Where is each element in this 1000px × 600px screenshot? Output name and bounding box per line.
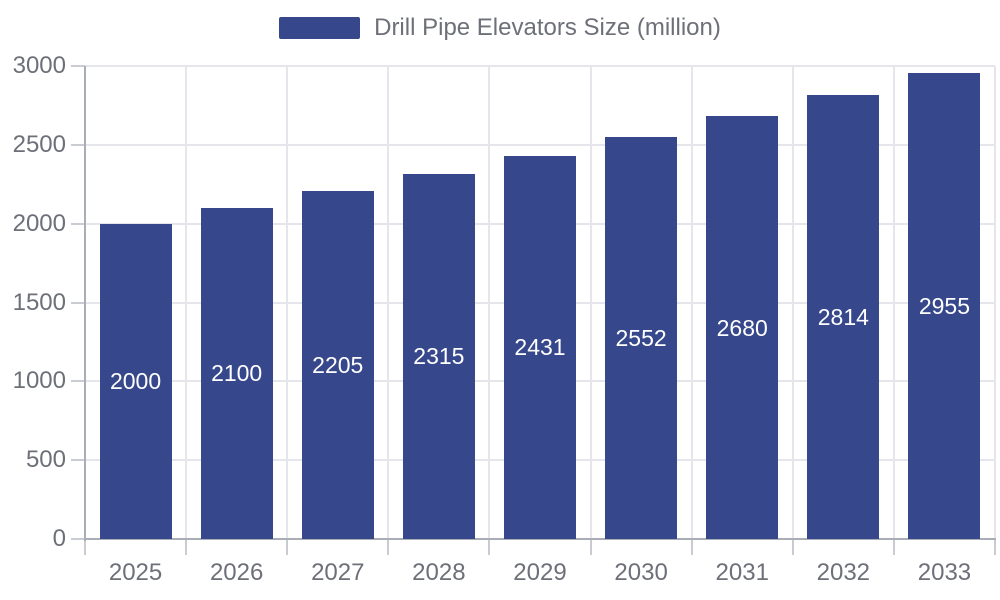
bar[interactable]: 2205 (301, 191, 374, 539)
bar[interactable]: 2955 (908, 73, 981, 539)
x-tick-label: 2029 (513, 559, 567, 586)
x-gridline (387, 66, 390, 539)
x-tick-label: 2032 (816, 559, 871, 586)
x-tick-label: 2031 (715, 559, 769, 586)
y-axis-tick (71, 143, 85, 146)
x-gridline (892, 66, 895, 539)
bar-value-label: 2680 (716, 314, 768, 341)
bar[interactable]: 2315 (402, 174, 475, 539)
x-axis-tick (286, 539, 289, 555)
x-axis-tick (488, 539, 491, 555)
legend-label: Drill Pipe Elevators Size (million) (374, 14, 721, 41)
x-axis-tick (589, 539, 592, 555)
y-axis-tick (71, 538, 85, 540)
x-gridline (589, 66, 592, 539)
bar-value-label: 2000 (109, 368, 162, 395)
x-axis-tick (185, 539, 188, 555)
y-gridline (85, 65, 995, 67)
legend-item[interactable]: Drill Pipe Elevators Size (million) (0, 14, 1000, 42)
x-axis-tick (84, 539, 86, 555)
legend-swatch (279, 17, 361, 39)
x-tick-label: 2027 (311, 559, 365, 586)
y-tick-label: 0 (52, 525, 66, 552)
x-gridline (994, 66, 996, 539)
bar-value-label: 2955 (918, 293, 971, 320)
x-axis-tick (994, 539, 996, 555)
y-axis-tick (71, 301, 85, 304)
x-gridline (791, 66, 794, 539)
bar[interactable]: 2100 (200, 207, 273, 539)
y-tick-label: 2000 (12, 209, 66, 237)
bar-value-label: 2315 (413, 343, 465, 370)
x-tick-label: 2026 (209, 559, 264, 586)
y-tick-label: 3000 (12, 52, 66, 79)
x-gridline (690, 66, 693, 539)
bar[interactable]: 2680 (706, 116, 779, 539)
x-tick-label: 2030 (614, 559, 668, 586)
x-tick-label: 2025 (108, 559, 163, 586)
y-tick-label: 500 (25, 446, 66, 474)
bar-value-label: 2814 (817, 304, 869, 331)
bar[interactable]: 2552 (605, 136, 678, 539)
y-tick-label: 1000 (12, 367, 66, 395)
bar-value-label: 2205 (312, 352, 364, 379)
y-tick-label: 1500 (12, 288, 66, 316)
y-axis-tick (71, 65, 85, 67)
y-axis-tick (71, 380, 85, 383)
x-tick-label: 2028 (412, 559, 466, 586)
bar-value-label: 2100 (211, 360, 263, 387)
bar[interactable]: 2000 (99, 223, 172, 539)
bar[interactable]: 2431 (504, 155, 576, 539)
x-axis-tick (387, 539, 390, 555)
bar-value-label: 2552 (615, 324, 667, 351)
y-axis-line (84, 66, 86, 541)
x-gridline (185, 66, 188, 539)
y-tick-label: 2500 (12, 130, 66, 158)
x-gridline (488, 66, 491, 539)
y-axis-tick (71, 222, 85, 225)
x-axis-tick (690, 539, 693, 555)
bar-value-label: 2431 (514, 334, 566, 361)
x-tick-label: 2033 (917, 559, 972, 586)
x-axis-tick (892, 539, 895, 555)
x-gridline (286, 66, 289, 539)
y-gridline (85, 143, 995, 146)
x-axis-tick (791, 539, 794, 555)
bar[interactable]: 2814 (807, 95, 880, 539)
x-axis-line (84, 538, 996, 540)
y-axis-tick (71, 459, 85, 462)
